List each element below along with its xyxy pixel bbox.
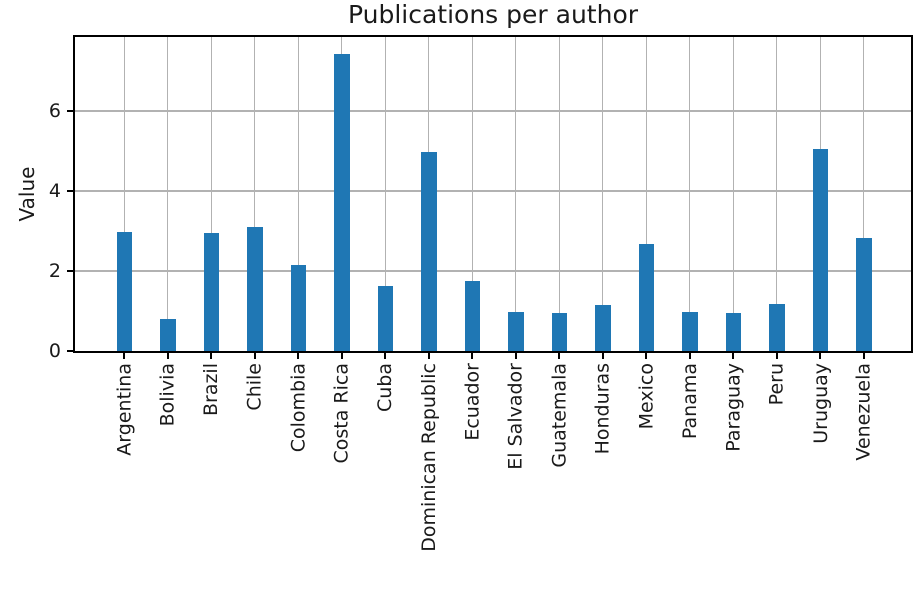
bar-peru (769, 304, 785, 351)
y-tick-label: 4 (48, 180, 61, 202)
bar-uruguay (812, 148, 829, 351)
x-tick-label: Brazil (200, 363, 223, 417)
x-tick-label: Panama (678, 363, 701, 440)
x-tick (210, 353, 213, 359)
x-tick (775, 353, 778, 359)
x-tick-label: Dominican Republic (417, 363, 440, 552)
x-tick-label: Argentina (113, 363, 136, 456)
x-tick-label: Honduras (591, 363, 614, 455)
y-tick-label: 0 (48, 340, 61, 362)
bar-el-salvador (508, 312, 524, 351)
grid-line-vertical (384, 37, 386, 351)
grid-line-vertical (776, 37, 778, 351)
grid-line-vertical (123, 37, 125, 351)
y-tick (67, 350, 73, 352)
x-tick-label: Chile (243, 363, 266, 411)
x-tick (471, 353, 474, 359)
bar-cuba (377, 285, 394, 351)
bar-colombia (290, 264, 307, 351)
chart-title: Publications per author (347, 0, 639, 29)
grid-line-vertical (297, 37, 299, 351)
bar-paraguay (725, 312, 742, 351)
grid-line-vertical (689, 37, 691, 351)
x-tick (297, 353, 300, 359)
x-tick (601, 353, 604, 359)
grid-line-vertical (558, 37, 560, 351)
grid-line-horizontal (75, 270, 911, 272)
x-tick-label: Colombia (287, 363, 310, 453)
bar-honduras (595, 305, 611, 351)
x-tick-label: Bolivia (156, 363, 179, 427)
x-tick (427, 353, 430, 359)
grid-line-horizontal (75, 110, 911, 112)
bars-layer (75, 37, 911, 351)
x-tick (340, 353, 343, 359)
x-tick-label: Cuba (374, 363, 397, 413)
x-tick (558, 353, 561, 359)
bar-guatemala (551, 312, 568, 351)
y-tick (67, 270, 73, 272)
x-tick-label: Ecuador (461, 363, 484, 441)
grid-layer (75, 37, 911, 351)
grid-line-vertical (210, 37, 212, 351)
y-tick (67, 110, 73, 112)
bar-chile (247, 226, 263, 351)
x-tick (732, 353, 735, 359)
x-tick (514, 353, 517, 359)
bar-dominican-republic (421, 151, 437, 351)
grid-line-vertical (645, 37, 647, 351)
x-tick (862, 353, 865, 359)
grid-line-vertical (254, 37, 256, 351)
x-tick-label: Venezuela (852, 363, 875, 461)
x-tick-label: El Salvador (504, 363, 527, 470)
y-tick-label: 6 (48, 100, 61, 122)
bar-bolivia (160, 318, 176, 351)
bar-panama (682, 312, 698, 351)
grid-line-vertical (471, 37, 473, 351)
y-tick-label: 2 (48, 260, 61, 282)
bar-mexico (638, 244, 655, 351)
grid-line-vertical (515, 37, 517, 351)
x-tick (819, 353, 822, 359)
x-tick-label: Costa Rica (330, 363, 353, 464)
bar-venezuela (856, 238, 872, 351)
x-tick-label: Peru (765, 363, 788, 406)
x-tick (166, 353, 169, 359)
grid-line-horizontal (75, 190, 911, 192)
grid-line-vertical (863, 37, 865, 351)
x-tick-label: Guatemala (548, 363, 571, 468)
bar-costa-rica (334, 54, 350, 351)
grid-line-vertical (732, 37, 734, 351)
grid-line-vertical (602, 37, 604, 351)
plot-area (73, 35, 913, 353)
x-tick (253, 353, 256, 359)
x-tick-label: Uruguay (809, 363, 832, 444)
x-tick-label: Paraguay (722, 363, 745, 452)
x-tick (645, 353, 648, 359)
x-tick (688, 353, 691, 359)
x-tick-label: Mexico (635, 363, 658, 430)
grid-line-vertical (167, 37, 169, 351)
y-tick (67, 190, 73, 192)
bar-brazil (203, 233, 220, 351)
x-tick (123, 353, 126, 359)
bar-argentina (116, 231, 133, 351)
x-tick (384, 353, 387, 359)
bar-ecuador (464, 280, 481, 351)
